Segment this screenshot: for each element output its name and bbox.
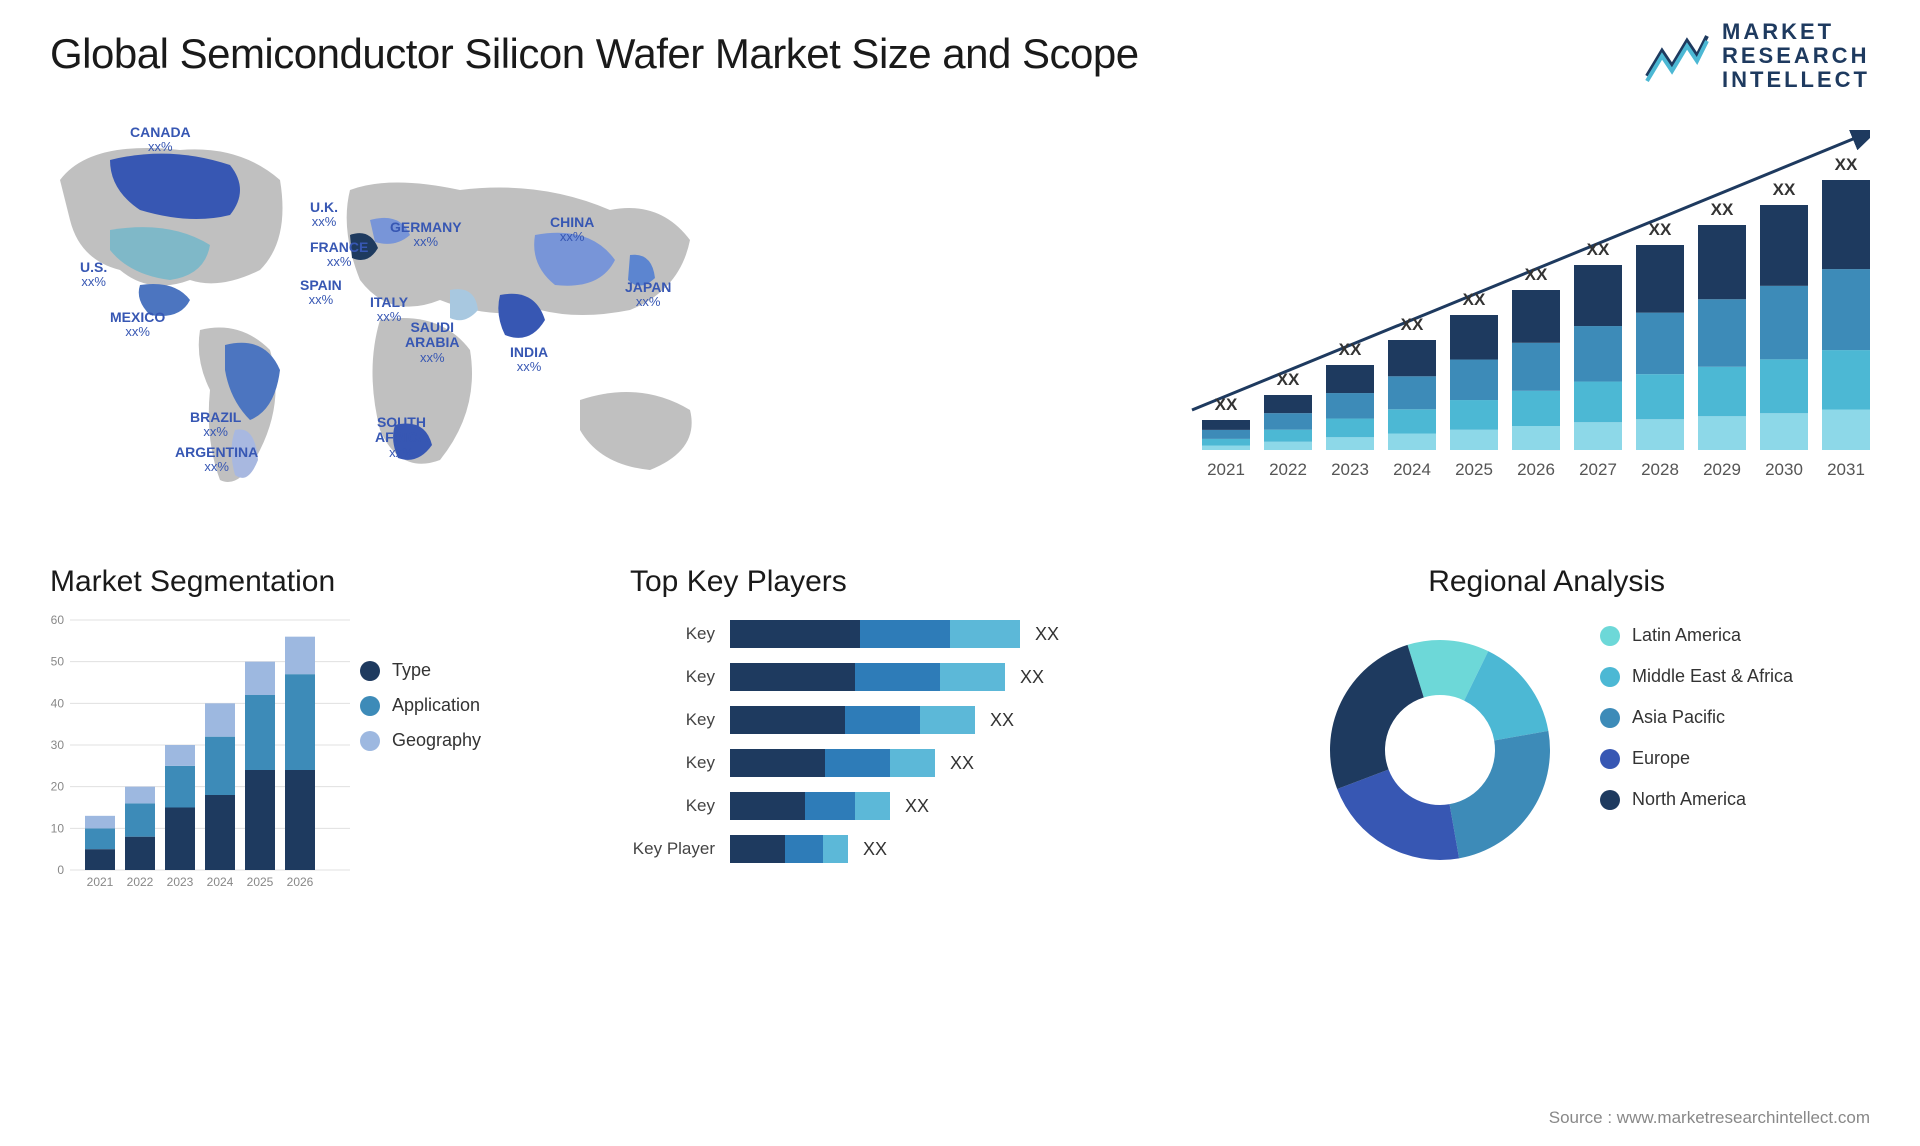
svg-text:2025: 2025	[1455, 460, 1493, 479]
player-label: Key	[630, 624, 730, 644]
logo: MARKET RESEARCH INTELLECT	[1642, 20, 1870, 93]
svg-text:XX: XX	[1339, 340, 1362, 359]
legend-item: Middle East & Africa	[1600, 666, 1793, 687]
player-label: Key	[630, 753, 730, 773]
map-label: FRANCExx%	[310, 240, 368, 270]
svg-text:2021: 2021	[1207, 460, 1245, 479]
svg-text:2023: 2023	[1331, 460, 1369, 479]
map-label: SAUDIARABIAxx%	[405, 320, 459, 365]
map-label: BRAZILxx%	[190, 410, 241, 440]
map-label: U.S.xx%	[80, 260, 107, 290]
map-label: U.K.xx%	[310, 200, 338, 230]
map-label: CANADAxx%	[130, 125, 191, 155]
segmentation-chart: 0 10 20 30 40 50 60 2021 2022 2023 2024 2025 2026 Ty…	[40, 610, 540, 960]
player-label: Key	[630, 796, 730, 816]
svg-text:XX: XX	[1215, 395, 1238, 414]
player-row: Key XX	[630, 706, 1110, 734]
segmentation-title: Market Segmentation	[50, 565, 335, 599]
svg-text:2029: 2029	[1703, 460, 1741, 479]
segmentation-legend: Type Application Geography	[360, 660, 481, 765]
svg-text:2024: 2024	[1393, 460, 1431, 479]
player-value: XX	[905, 796, 929, 817]
svg-text:40: 40	[51, 696, 65, 710]
svg-text:2021: 2021	[87, 875, 114, 889]
svg-text:XX: XX	[1277, 370, 1300, 389]
logo-line1: MARKET	[1722, 20, 1870, 44]
svg-text:XX: XX	[1401, 315, 1424, 334]
svg-text:2022: 2022	[1269, 460, 1307, 479]
svg-text:2027: 2027	[1579, 460, 1617, 479]
svg-text:XX: XX	[1649, 220, 1672, 239]
svg-text:2025: 2025	[247, 875, 274, 889]
svg-text:XX: XX	[1463, 290, 1486, 309]
svg-text:10: 10	[51, 821, 65, 835]
svg-text:2026: 2026	[1517, 460, 1555, 479]
svg-text:XX: XX	[1835, 155, 1858, 174]
player-value: XX	[950, 753, 974, 774]
svg-text:2022: 2022	[127, 875, 154, 889]
player-value: XX	[863, 839, 887, 860]
legend-item: Application	[360, 695, 481, 716]
player-value: XX	[1020, 667, 1044, 688]
map-label: CHINAxx%	[550, 215, 594, 245]
svg-text:2030: 2030	[1765, 460, 1803, 479]
player-row: Key XX	[630, 749, 1110, 777]
map-label: GERMANYxx%	[390, 220, 462, 250]
legend-item: Asia Pacific	[1600, 707, 1793, 728]
svg-text:XX: XX	[1773, 180, 1796, 199]
player-row: Key XX	[630, 663, 1110, 691]
map-label: ITALYxx%	[370, 295, 408, 325]
forecast-svg: XX 2021 XX 2022 XX 2023 XX 2024 XX 2025 XX 2026 XX 20…	[1190, 130, 1870, 500]
svg-text:2031: 2031	[1827, 460, 1865, 479]
player-row: Key XX	[630, 620, 1110, 648]
player-row: Key XX	[630, 792, 1110, 820]
map-label: SOUTHAFRICAxx%	[375, 415, 428, 460]
player-row: Key Player XX	[630, 835, 1110, 863]
logo-text: MARKET RESEARCH INTELLECT	[1722, 20, 1870, 93]
logo-line2: RESEARCH	[1722, 44, 1870, 68]
map-label: ARGENTINAxx%	[175, 445, 258, 475]
svg-text:XX: XX	[1711, 200, 1734, 219]
svg-text:XX: XX	[1587, 240, 1610, 259]
svg-text:2028: 2028	[1641, 460, 1679, 479]
player-label: Key	[630, 667, 730, 687]
source-label: Source : www.marketresearchintellect.com	[1549, 1108, 1870, 1128]
player-value: XX	[990, 710, 1014, 731]
svg-text:30: 30	[51, 738, 65, 752]
regional-legend: Latin America Middle East & Africa Asia Pa…	[1600, 625, 1793, 830]
logo-icon	[1642, 26, 1712, 86]
map-label: JAPANxx%	[625, 280, 671, 310]
seg-svg: 0 10 20 30 40 50 60 2021 2022 2023 2024 2025 2026	[40, 610, 350, 895]
legend-item: Geography	[360, 730, 481, 751]
svg-text:60: 60	[51, 613, 65, 627]
player-label: Key Player	[630, 839, 730, 859]
svg-text:50: 50	[51, 655, 65, 669]
players-chart: Key XX Key XX Key XX Key XX Key XX Key Player XX	[630, 610, 1110, 960]
svg-text:0: 0	[57, 863, 64, 877]
map-label: MEXICOxx%	[110, 310, 165, 340]
forecast-chart: XX 2021 XX 2022 XX 2023 XX 2024 XX 2025 XX 2026 XX 20…	[1190, 130, 1870, 500]
svg-text:2024: 2024	[207, 875, 234, 889]
donut-svg	[1310, 620, 1570, 880]
map-label: SPAINxx%	[300, 278, 342, 308]
page-title: Global Semiconductor Silicon Wafer Marke…	[50, 30, 1139, 78]
map-label: INDIAxx%	[510, 345, 548, 375]
svg-text:20: 20	[51, 780, 65, 794]
svg-text:XX: XX	[1525, 265, 1548, 284]
players-title: Top Key Players	[630, 565, 847, 599]
player-value: XX	[1035, 624, 1059, 645]
svg-text:2023: 2023	[167, 875, 194, 889]
logo-line3: INTELLECT	[1722, 68, 1870, 92]
legend-item: North America	[1600, 789, 1793, 810]
svg-text:2026: 2026	[287, 875, 314, 889]
player-label: Key	[630, 710, 730, 730]
regional-chart: Latin America Middle East & Africa Asia Pa…	[1310, 590, 1870, 960]
legend-item: Type	[360, 660, 481, 681]
legend-item: Latin America	[1600, 625, 1793, 646]
world-map: CANADAxx% U.S.xx%MEXICOxx% BRAZILxx% ARGENT…	[40, 120, 790, 520]
legend-item: Europe	[1600, 748, 1793, 769]
